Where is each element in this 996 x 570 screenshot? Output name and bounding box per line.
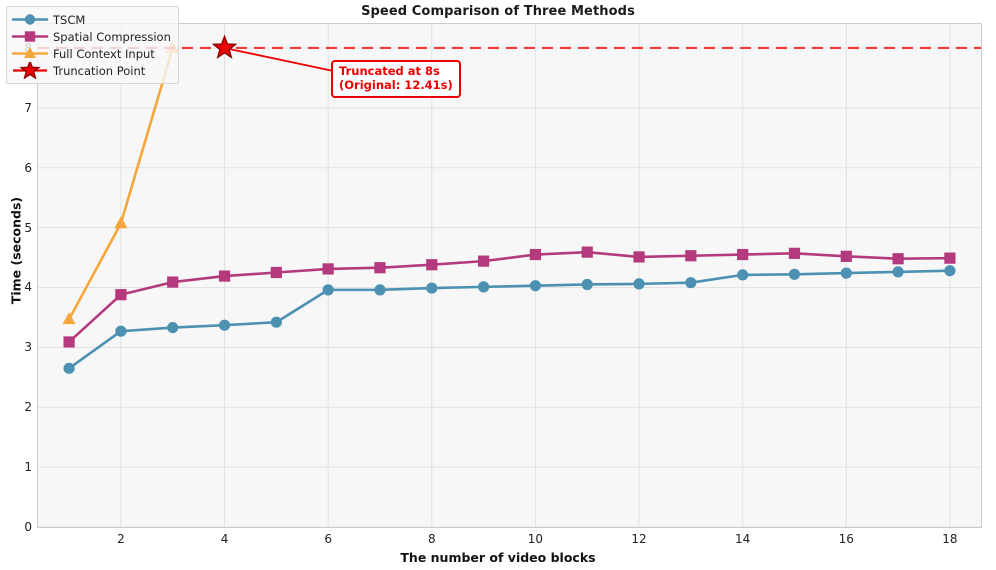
x-tick-label: 16 (838, 532, 854, 546)
truncation-layer (38, 34, 981, 73)
y-tick-label: 3 (24, 340, 32, 355)
legend-item-0[interactable]: TSCM (11, 11, 171, 28)
y-tick-label: 1 (24, 460, 32, 475)
series-line-0 (67, 269, 952, 370)
y-tick-label: 5 (24, 220, 32, 235)
x-axis-label: The number of video blocks (400, 550, 596, 565)
legend-swatch-icon (11, 28, 49, 45)
data-point-marker (63, 362, 75, 374)
data-point-marker (62, 312, 76, 325)
data-point-marker (633, 278, 645, 290)
series-layer (62, 40, 956, 374)
data-point-marker (167, 276, 179, 288)
x-tick-label: 14 (735, 532, 751, 546)
data-point-marker (633, 251, 645, 263)
data-point-marker (218, 270, 231, 282)
data-point-marker (788, 247, 801, 259)
y-axis-label: Time (seconds) (8, 196, 24, 305)
x-tick-label: 10 (527, 532, 544, 546)
legend-swatch-icon (11, 59, 49, 80)
data-point-marker (322, 284, 334, 296)
data-point-marker (529, 280, 542, 292)
data-point-marker (788, 268, 801, 280)
data-point-marker (737, 248, 749, 261)
data-point-marker (737, 269, 749, 281)
legend-item-2[interactable]: Full Context Input (11, 45, 171, 62)
y-tick-label: 2 (24, 400, 32, 415)
data-point-marker (114, 216, 128, 229)
x-tick-label: 18 (942, 532, 958, 546)
data-point-marker (24, 31, 36, 42)
data-point-marker (477, 281, 490, 293)
data-point-marker (840, 250, 852, 262)
legend-item-3[interactable]: Truncation Point (11, 59, 171, 80)
x-tick-label: 4 (220, 532, 229, 546)
legend-item-label: Truncation Point (53, 63, 146, 78)
data-point-marker (374, 262, 386, 274)
x-tick-label: 8 (427, 532, 436, 546)
data-point-marker (477, 255, 490, 267)
plot-svg (38, 24, 981, 527)
plot-area (37, 23, 982, 528)
legend-swatch-icon (11, 11, 49, 28)
y-tick-label: 0 (24, 520, 32, 534)
gridlines (38, 24, 981, 527)
data-point-marker (840, 267, 852, 279)
data-point-marker (581, 278, 593, 291)
data-point-marker (24, 14, 36, 25)
legend-item-1[interactable]: Spatial Compression (11, 28, 171, 45)
data-point-marker (892, 253, 904, 265)
truncation-star-marker (211, 34, 238, 59)
data-point-marker (892, 266, 904, 278)
data-point-marker (374, 284, 386, 296)
data-point-marker (218, 319, 231, 331)
data-point-marker (685, 250, 697, 262)
data-point-marker (944, 265, 956, 277)
x-tick-label: 6 (324, 532, 332, 546)
annotation-leader-line (224, 47, 339, 73)
truncation-annotation: Truncated at 8s (Original: 12.41s) (331, 60, 461, 99)
data-point-marker (322, 263, 334, 275)
truncation-star-marker (19, 59, 41, 80)
legend-item-label: Full Context Input (53, 46, 155, 61)
data-point-marker (529, 248, 542, 261)
x-tick-label: 2 (117, 532, 125, 546)
chart-title: Speed Comparison of Three Methods (361, 4, 635, 19)
chart-legend: TSCM Spatial Compression Full Context Inpu… (6, 6, 179, 84)
x-tick-label: 12 (631, 532, 647, 546)
y-tick-label: 4 (24, 280, 32, 295)
data-point-marker (115, 289, 127, 301)
data-point-marker (426, 259, 438, 271)
y-tick-label: 6 (24, 160, 32, 175)
data-point-marker (270, 266, 282, 279)
annotation-line-1: Truncated at 8s (339, 64, 440, 78)
legend-item-label: Spatial Compression (53, 29, 171, 44)
legend-swatch-icon (11, 45, 49, 62)
data-point-marker (685, 277, 697, 289)
data-point-marker (115, 325, 127, 337)
data-point-marker (270, 316, 282, 328)
series-line-1 (67, 250, 952, 344)
data-point-marker (63, 336, 75, 348)
annotation-line-2: (Original: 12.41s) (339, 77, 453, 92)
data-point-marker (167, 321, 179, 334)
legend-item-label: TSCM (53, 12, 86, 27)
data-point-marker (23, 46, 37, 59)
y-tick-label: 7 (24, 100, 32, 115)
data-point-marker (581, 246, 593, 258)
data-point-marker (944, 252, 956, 264)
data-point-marker (426, 282, 438, 294)
